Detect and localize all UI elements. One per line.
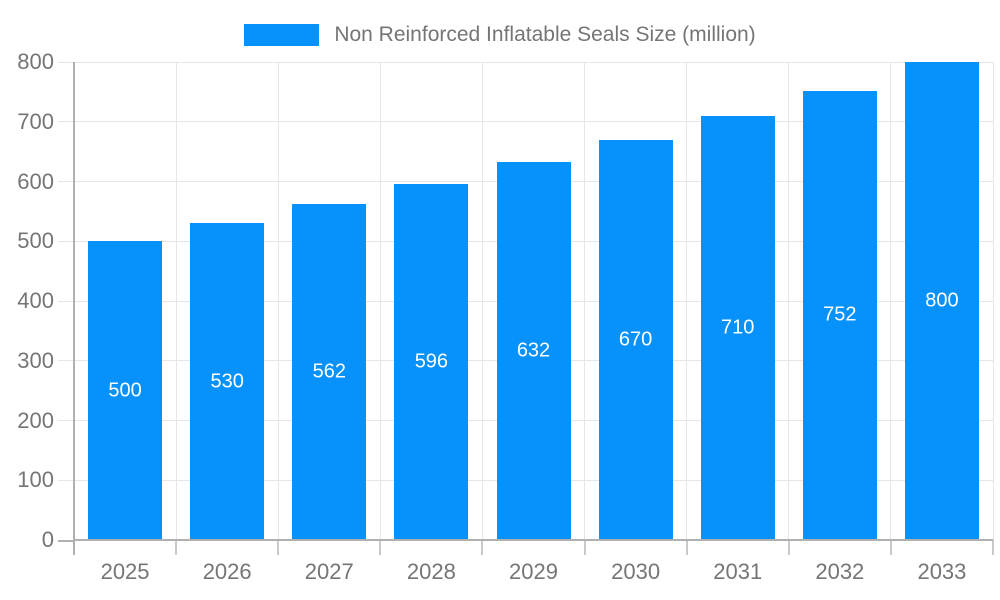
y-axis-tick — [58, 479, 74, 481]
x-tick-label: 2031 — [713, 559, 763, 584]
y-tick-label: 600 — [17, 168, 54, 194]
bar-value-label: 596 — [414, 350, 449, 373]
bar — [802, 90, 877, 540]
x-tick-label: 2033 — [917, 559, 967, 584]
bar-value-label: 632 — [516, 339, 551, 362]
y-tick-label: 200 — [17, 407, 54, 433]
x-axis-tick — [175, 540, 178, 555]
y-tick-label: 500 — [17, 228, 54, 254]
y-axis-tick — [58, 360, 74, 362]
y-axis-tick — [58, 121, 74, 123]
bar — [88, 241, 163, 540]
bar — [394, 183, 469, 540]
y-tick-label: 800 — [17, 49, 54, 74]
x-tick-label: 2025 — [100, 559, 150, 584]
plot-area: 500 530 562 596 632 670 710 752 800 — [74, 61, 994, 540]
y-axis-tick — [58, 240, 74, 242]
gridline-vertical — [788, 62, 790, 540]
gridline-vertical — [481, 62, 483, 540]
bar-value-label: 800 — [925, 289, 959, 312]
x-axis-tick — [583, 540, 586, 555]
y-tick-label: 400 — [17, 288, 54, 313]
legend-swatch — [244, 24, 320, 46]
legend-label: Non Reinforced Inflatable Seals Size (mi… — [334, 23, 756, 46]
y-axis-line — [73, 62, 75, 540]
x-axis-tick — [73, 540, 75, 555]
x-axis-tick — [992, 540, 994, 555]
bar — [292, 204, 367, 540]
bar-value-label: 670 — [618, 328, 653, 351]
bar — [598, 139, 673, 540]
x-tick-label: 2029 — [509, 559, 558, 584]
x-axis-tick — [685, 540, 688, 555]
y-axis-tick — [58, 539, 74, 542]
gridline-horizontal — [74, 121, 993, 123]
x-axis-tick — [481, 540, 484, 555]
x-axis-tick — [889, 540, 892, 555]
bar-value-label: 752 — [823, 303, 857, 326]
x-axis-line — [73, 539, 993, 541]
y-axis-tick — [58, 420, 74, 421]
x-axis-tick — [379, 540, 382, 555]
bar — [904, 62, 979, 540]
gridline-vertical — [584, 62, 586, 540]
x-tick-label: 2032 — [815, 559, 865, 584]
bar-value-label: 562 — [312, 360, 346, 383]
y-tick-label: 100 — [17, 467, 54, 493]
x-axis-tick — [277, 540, 280, 555]
x-axis-tick — [787, 540, 790, 555]
y-axis-tick — [58, 300, 74, 302]
y-tick-label: 300 — [17, 347, 54, 373]
bar — [190, 223, 265, 540]
gridline-vertical — [175, 62, 177, 540]
y-axis-tick — [58, 181, 74, 182]
chart-legend: Non Reinforced Inflatable Seals Size (mi… — [0, 23, 1000, 47]
y-axis-tick — [58, 61, 74, 63]
bar — [700, 115, 775, 540]
bar-value-label: 710 — [721, 316, 755, 339]
gridline-vertical — [686, 62, 688, 540]
bar — [496, 162, 571, 540]
y-tick-label: 0 — [41, 527, 54, 552]
x-tick-label: 2028 — [406, 559, 456, 584]
gridline-vertical — [992, 62, 994, 540]
y-tick-label: 700 — [17, 108, 54, 134]
x-tick-label: 2027 — [304, 559, 354, 584]
bar-value-label: 500 — [108, 379, 142, 402]
gridline-vertical — [379, 62, 381, 540]
gridline-vertical — [277, 62, 279, 540]
x-tick-label: 2030 — [611, 559, 661, 584]
bar-value-label: 530 — [210, 370, 244, 393]
x-tick-label: 2026 — [202, 559, 252, 584]
gridline-horizontal — [74, 61, 993, 63]
gridline-vertical — [890, 62, 892, 540]
